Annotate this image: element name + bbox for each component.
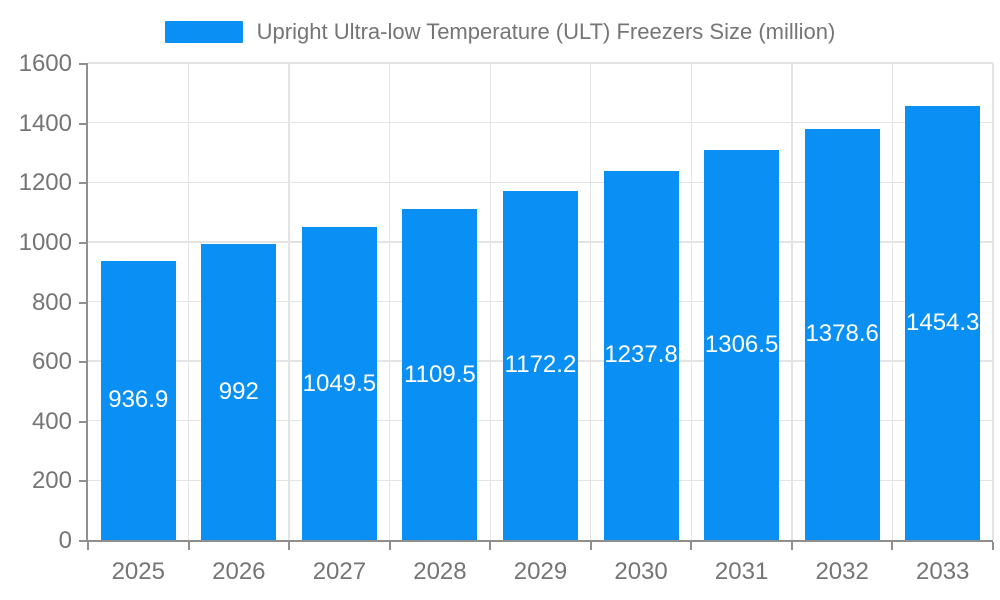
bar-value-label: 1109.5 (404, 360, 476, 388)
y-tick-label: 200 (31, 467, 72, 495)
bar-value-label: 1049.5 (302, 369, 377, 397)
y-tick-label: 1600 (18, 50, 72, 77)
bar-value-label: 936.9 (108, 386, 169, 414)
bar-value-label: 1306.5 (704, 331, 779, 359)
x-tick-label: 2029 (513, 558, 568, 585)
x-axis-tick (790, 542, 793, 550)
y-tick-label: 1000 (18, 228, 72, 256)
x-tick-label: 2033 (916, 558, 970, 585)
legend-swatch-icon (164, 21, 243, 43)
bar[interactable] (905, 106, 981, 540)
v-gridline (388, 63, 391, 540)
x-axis-tick (891, 542, 894, 550)
bar[interactable] (603, 170, 679, 540)
bar-value-label: 1237.8 (604, 341, 678, 369)
y-axis-tick (79, 540, 88, 542)
x-axis-tick (489, 542, 492, 550)
bar-value-label: 992 (218, 378, 259, 406)
x-axis-tick (87, 542, 89, 550)
legend-label: Upright Ultra-low Temperature (ULT) Free… (256, 19, 836, 44)
x-axis-tick (288, 542, 291, 550)
bar[interactable] (503, 190, 578, 540)
h-gridline (88, 62, 993, 64)
bar-value-label: 1378.6 (805, 320, 879, 348)
bar[interactable] (100, 260, 176, 540)
bar[interactable] (804, 129, 880, 540)
y-tick-label: 800 (31, 288, 72, 316)
x-axis-tick (992, 542, 994, 550)
v-gridline (590, 63, 592, 540)
bar-value-label: 1172.2 (504, 351, 577, 379)
y-tick-label: 600 (31, 348, 72, 376)
x-tick-label: 2031 (714, 558, 769, 585)
x-axis-tick (690, 542, 693, 550)
y-tick-label: 1400 (18, 109, 72, 137)
v-gridline (288, 63, 290, 540)
v-gridline (791, 63, 793, 540)
bar-value-label: 1454.3 (906, 309, 980, 337)
y-axis-tick (79, 420, 88, 423)
y-axis-tick (79, 480, 88, 483)
x-tick-label: 2032 (815, 558, 869, 585)
x-axis-tick (388, 542, 391, 550)
x-axis-line (86, 540, 993, 542)
y-tick-label: 0 (58, 527, 72, 554)
x-tick-label: 2027 (312, 558, 367, 585)
x-axis-tick (589, 542, 592, 550)
y-axis-tick (79, 63, 88, 65)
y-axis-tick (79, 361, 88, 364)
y-tick-label: 1200 (18, 169, 72, 197)
bar[interactable] (402, 209, 478, 540)
y-axis-tick (79, 122, 88, 125)
x-tick-label: 2028 (413, 558, 467, 585)
x-tick-label: 2026 (212, 558, 266, 585)
y-tick-label: 400 (31, 407, 72, 435)
v-gridline (187, 63, 190, 540)
x-tick-label: 2030 (614, 558, 668, 585)
bar[interactable] (201, 244, 277, 540)
bar[interactable] (704, 150, 780, 540)
y-axis-tick (79, 241, 88, 244)
legend-item[interactable]: Upright Ultra-low Temperature (ULT) Free… (0, 16, 1000, 48)
v-gridline (489, 63, 491, 540)
v-gridline (891, 63, 894, 540)
y-axis-tick (79, 301, 88, 304)
bar[interactable] (301, 227, 377, 540)
h-gridline (88, 121, 993, 124)
x-axis-tick (187, 542, 190, 550)
h-gridline (88, 181, 993, 183)
y-axis-tick (79, 182, 88, 185)
v-gridline (690, 63, 693, 540)
x-tick-label: 2025 (111, 558, 165, 585)
v-gridline (992, 63, 994, 540)
